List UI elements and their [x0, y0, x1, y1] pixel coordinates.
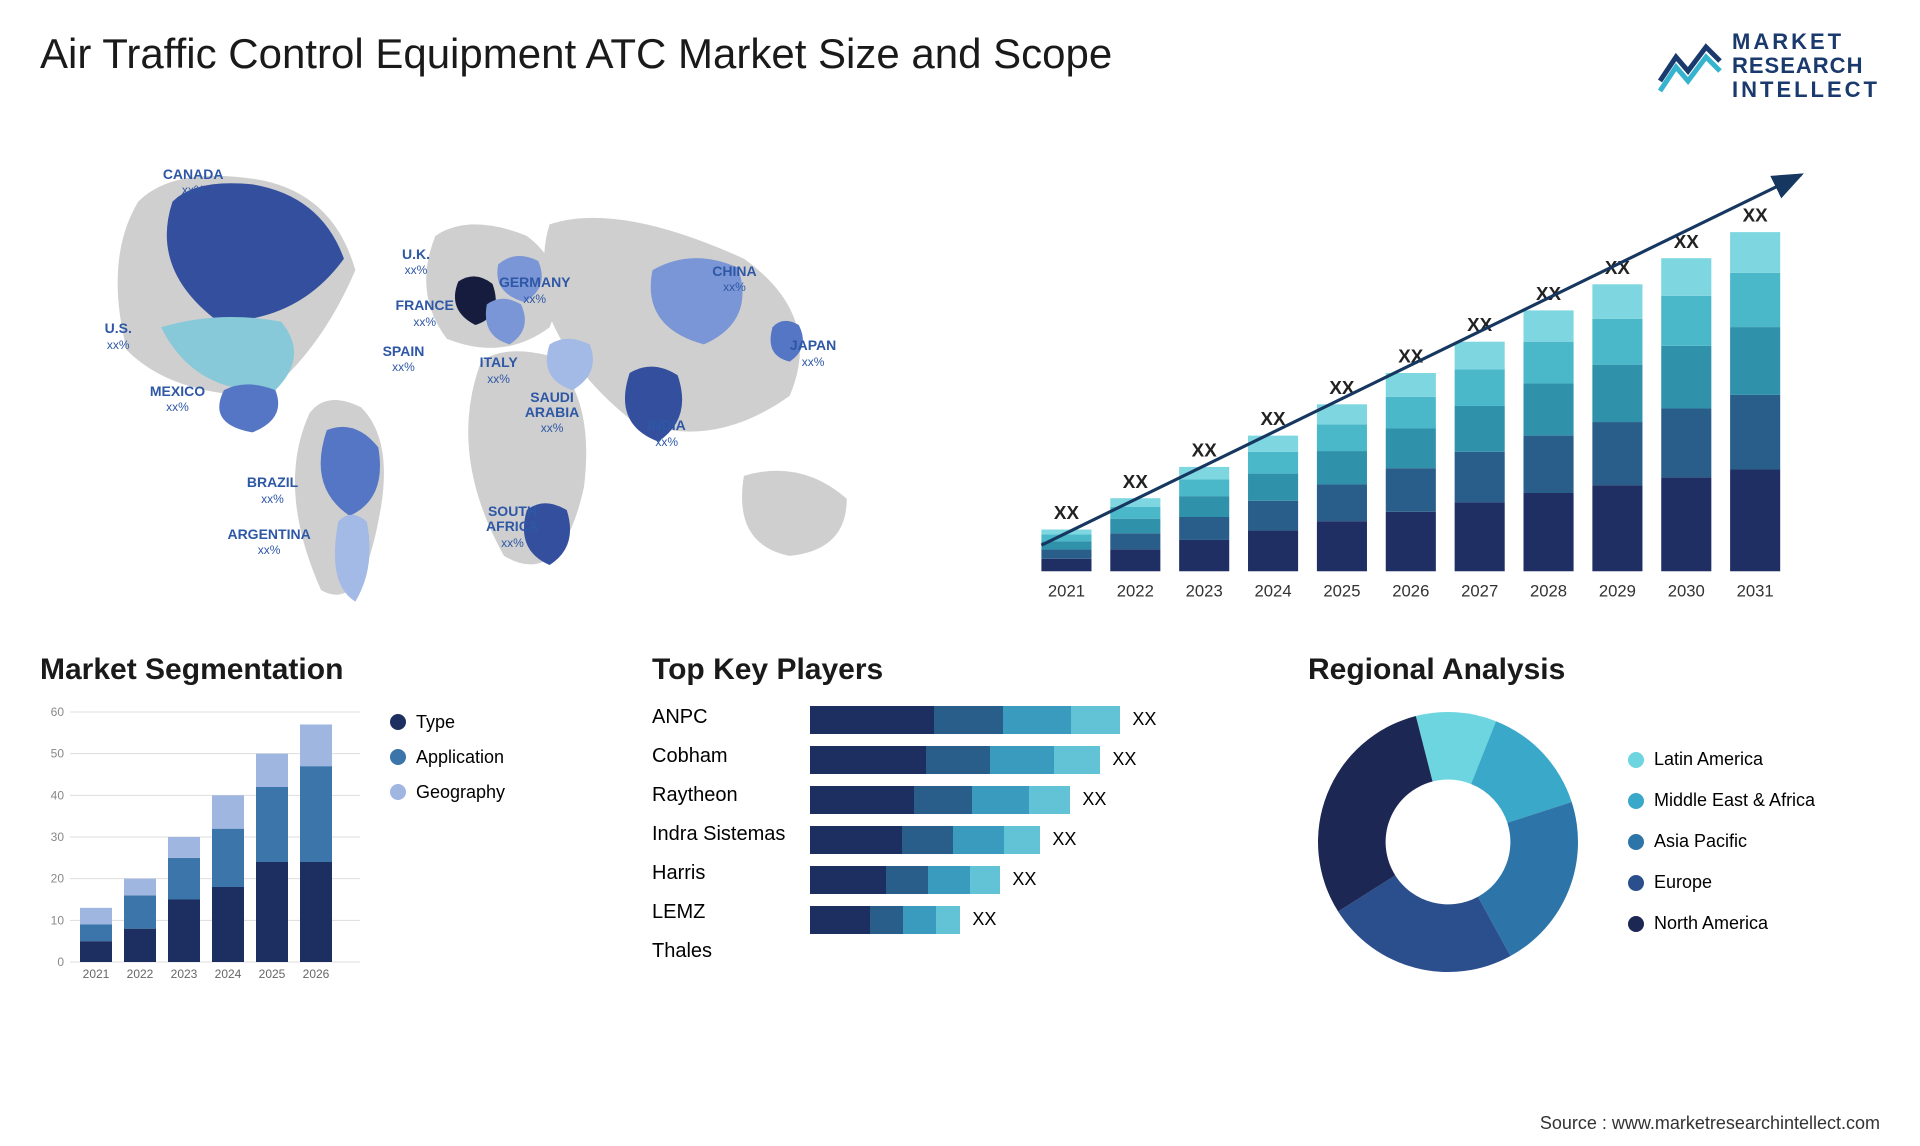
svg-text:2030: 2030: [1668, 581, 1705, 600]
player-name: Raytheon: [652, 784, 785, 807]
svg-text:30: 30: [51, 830, 65, 844]
player-bar-row: XX: [810, 786, 1156, 814]
svg-text:60: 60: [51, 705, 65, 719]
legend-item: Type: [390, 712, 505, 733]
svg-text:2022: 2022: [1117, 581, 1154, 600]
players-title: Top Key Players: [652, 653, 1268, 687]
legend-item: Europe: [1628, 872, 1815, 893]
player-bar-row: XX: [810, 826, 1156, 854]
svg-text:2021: 2021: [83, 967, 110, 981]
svg-text:2022: 2022: [127, 967, 154, 981]
svg-text:2028: 2028: [1530, 581, 1567, 600]
map-label: MEXICOxx%: [150, 384, 205, 415]
svg-text:50: 50: [51, 746, 65, 760]
players-section: Top Key Players ANPC Cobham Raytheon Indra …: [652, 653, 1268, 1023]
svg-text:20: 20: [51, 871, 65, 885]
regional-legend: Latin America Middle East & Africa Asia Pa…: [1628, 749, 1815, 934]
map-label: FRANCExx%: [396, 298, 454, 329]
player-name: Harris: [652, 862, 785, 885]
players-list: ANPC Cobham Raytheon Indra Sistemas Harris LE…: [652, 702, 785, 963]
svg-text:2027: 2027: [1461, 581, 1498, 600]
logo-text-2: RESEARCH: [1732, 54, 1880, 78]
source-text: Source : www.marketresearchintellect.com: [1540, 1113, 1880, 1134]
growth-chart: XX2021XX2022XX2023XX2024XX2025XX2026XX20…: [975, 133, 1880, 613]
regional-section: Regional Analysis Latin America Middle Ea…: [1308, 653, 1880, 1023]
segmentation-title: Market Segmentation: [40, 653, 612, 687]
legend-item: North America: [1628, 913, 1815, 934]
player-name: Indra Sistemas: [652, 823, 785, 846]
brand-logo: MARKET RESEARCH INTELLECT: [1658, 30, 1880, 103]
player-bar-row: XX: [810, 706, 1156, 734]
svg-text:2031: 2031: [1737, 581, 1774, 600]
player-bar-row: XX: [810, 746, 1156, 774]
map-label: CANADAxx%: [163, 167, 224, 198]
player-name: LEMZ: [652, 901, 785, 924]
svg-text:2024: 2024: [1255, 581, 1292, 600]
regional-donut: [1308, 702, 1588, 982]
legend-item: Asia Pacific: [1628, 831, 1815, 852]
player-name: Cobham: [652, 745, 785, 768]
legend-item: Latin America: [1628, 749, 1815, 770]
player-bar-row: XX: [810, 906, 1156, 934]
player-bar-row: XX: [810, 866, 1156, 894]
player-name: ANPC: [652, 706, 785, 729]
svg-text:2026: 2026: [1392, 581, 1429, 600]
map-label: CHINAxx%: [712, 264, 756, 295]
svg-text:2029: 2029: [1599, 581, 1636, 600]
player-name: Thales: [652, 940, 785, 963]
svg-text:XX: XX: [1054, 502, 1080, 523]
logo-text-1: MARKET: [1732, 30, 1880, 54]
map-label: JAPANxx%: [790, 338, 836, 369]
svg-text:2024: 2024: [215, 967, 242, 981]
logo-icon: [1658, 39, 1722, 93]
map-label: GERMANYxx%: [499, 275, 571, 306]
regional-title: Regional Analysis: [1308, 653, 1880, 687]
map-label: SPAINxx%: [383, 344, 425, 375]
legend-item: Middle East & Africa: [1628, 790, 1815, 811]
map-label: BRAZILxx%: [247, 475, 298, 506]
svg-text:2026: 2026: [303, 967, 330, 981]
map-label: INDIAxx%: [648, 418, 686, 449]
legend-item: Application: [390, 747, 505, 768]
svg-text:0: 0: [57, 955, 64, 969]
map-label: ARGENTINAxx%: [227, 527, 310, 558]
svg-text:2023: 2023: [171, 967, 198, 981]
players-bars: XX XX XX XX XX XX: [810, 702, 1156, 963]
svg-text:XX: XX: [1743, 204, 1769, 225]
segmentation-legend: Type Application Geography: [390, 702, 505, 992]
svg-text:40: 40: [51, 788, 65, 802]
world-map: CANADAxx% U.S.xx% MEXICOxx% BRAZILxx% ARGENT…: [40, 133, 945, 613]
map-label: SOUTHAFRICAxx%: [486, 504, 539, 550]
svg-text:XX: XX: [1192, 439, 1218, 460]
svg-text:10: 10: [51, 913, 65, 927]
logo-text-3: INTELLECT: [1732, 78, 1880, 102]
map-label: U.K.xx%: [402, 247, 430, 278]
page-title: Air Traffic Control Equipment ATC Market…: [40, 30, 1112, 78]
segmentation-section: Market Segmentation 0 10 20 30 40 50 60 2021 202…: [40, 653, 612, 1023]
svg-text:2025: 2025: [1323, 581, 1360, 600]
svg-text:2025: 2025: [259, 967, 286, 981]
legend-item: Geography: [390, 782, 505, 803]
svg-text:2023: 2023: [1186, 581, 1223, 600]
segmentation-chart: 0 10 20 30 40 50 60 2021 2022 2023 2024 2025 2026: [40, 702, 360, 992]
svg-text:2021: 2021: [1048, 581, 1085, 600]
map-label: ITALYxx%: [480, 355, 518, 386]
map-label: SAUDIARABIAxx%: [525, 390, 579, 436]
map-label: U.S.xx%: [105, 321, 132, 352]
svg-text:XX: XX: [1123, 470, 1149, 491]
